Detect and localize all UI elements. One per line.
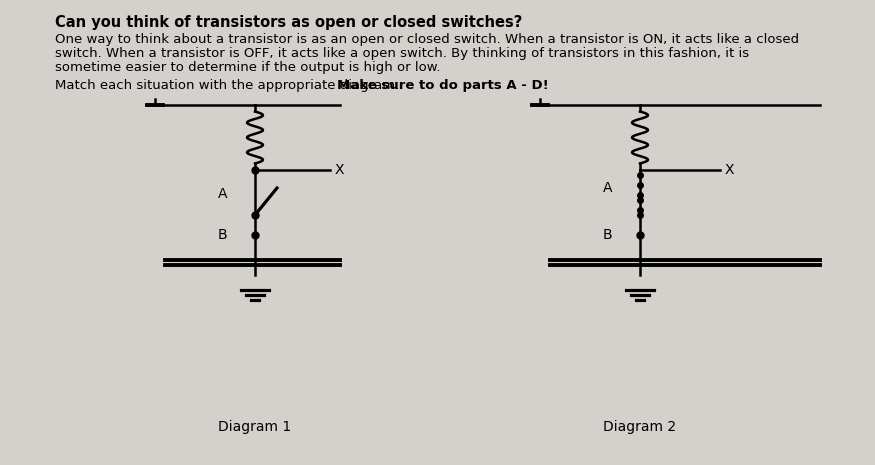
Text: sometime easier to determine if the output is high or low.: sometime easier to determine if the outp…	[55, 61, 440, 74]
Text: Can you think of transistors as open or closed switches?: Can you think of transistors as open or …	[55, 15, 522, 30]
Text: Make sure to do parts A - D!: Make sure to do parts A - D!	[337, 79, 549, 92]
Text: X: X	[335, 163, 345, 177]
Text: X: X	[725, 163, 734, 177]
Text: switch. When a transistor is OFF, it acts like a open switch. By thinking of tra: switch. When a transistor is OFF, it act…	[55, 47, 749, 60]
Text: One way to think about a transistor is as an open or closed switch. When a trans: One way to think about a transistor is a…	[55, 33, 799, 46]
Text: Diagram 2: Diagram 2	[604, 420, 676, 434]
Text: Match each situation with the appropriate diagram.: Match each situation with the appropriat…	[55, 79, 403, 92]
Text: B: B	[217, 228, 227, 242]
Text: B: B	[602, 228, 612, 242]
Text: Diagram 1: Diagram 1	[219, 420, 291, 434]
Text: A: A	[218, 187, 227, 201]
Text: A: A	[603, 180, 612, 194]
